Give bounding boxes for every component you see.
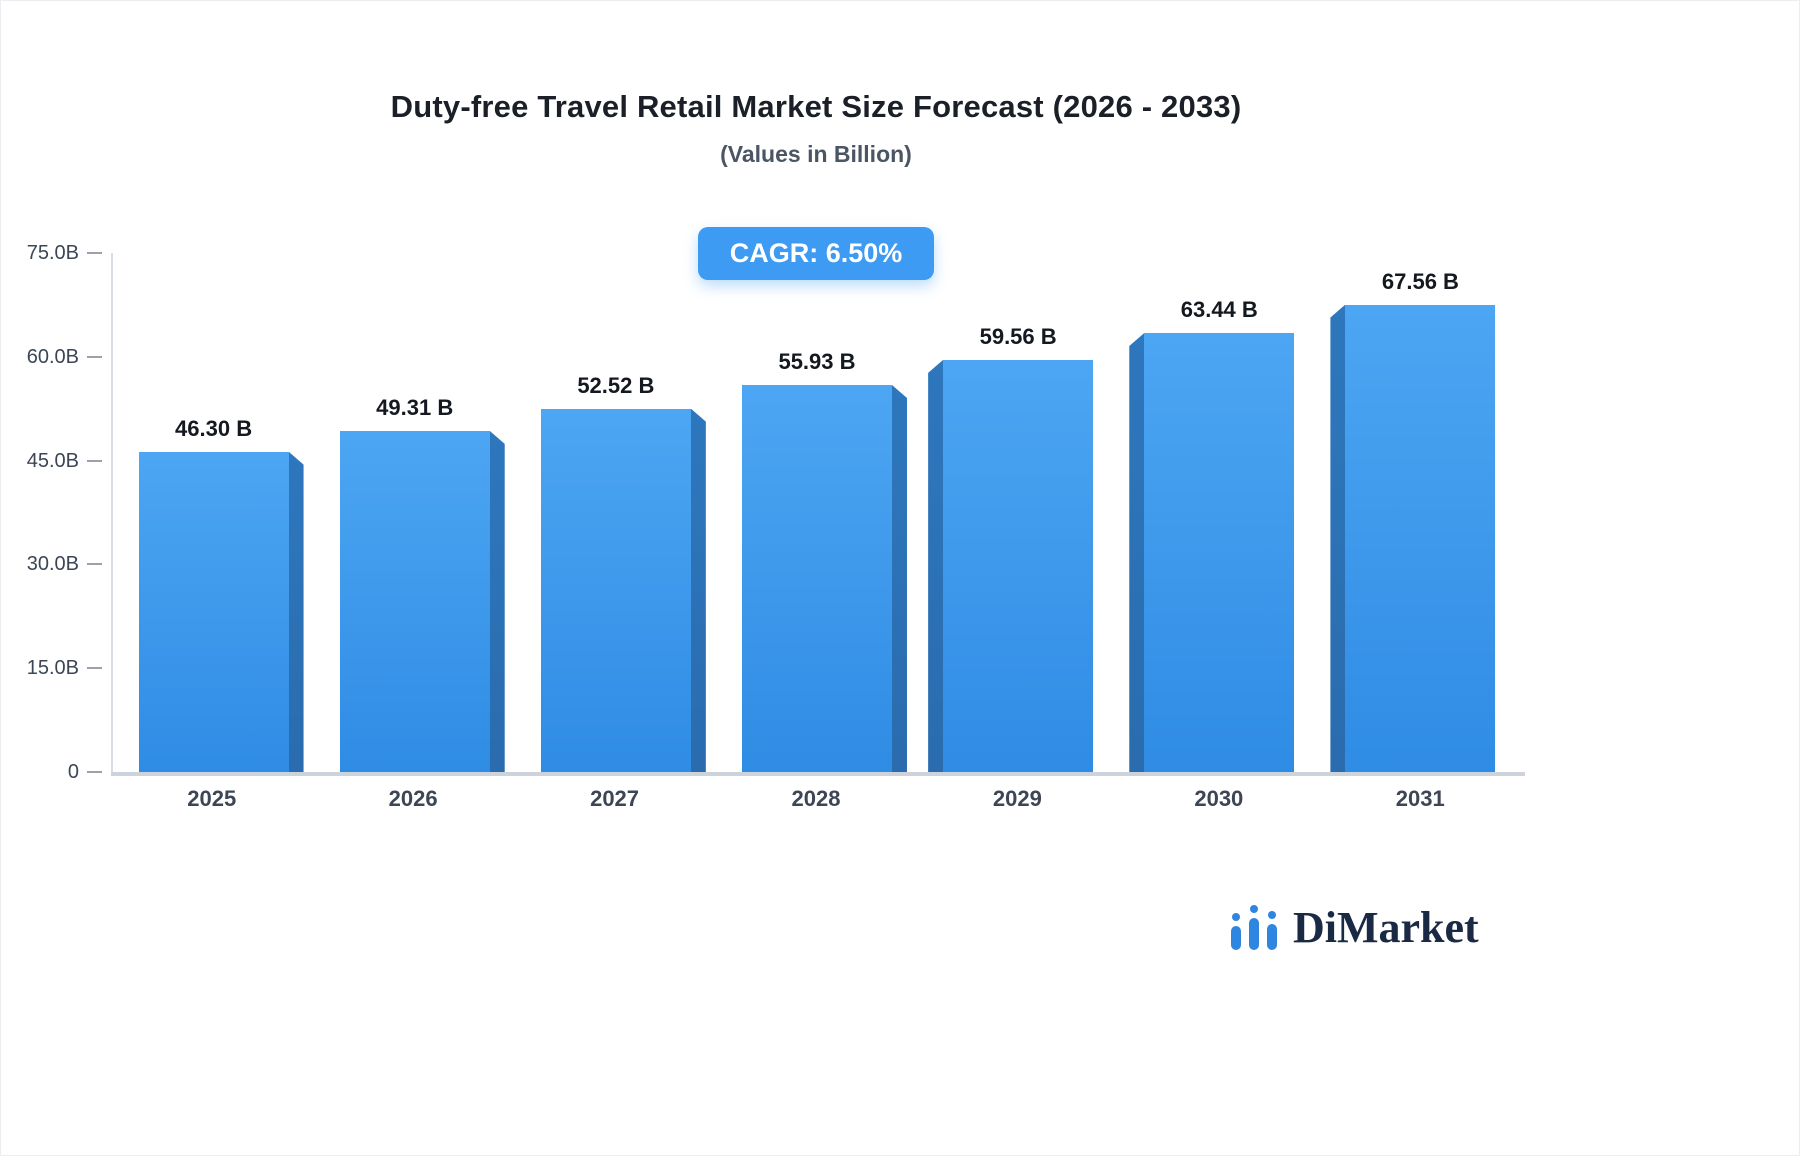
y-tick-label: 75.0B (26, 242, 79, 264)
y-tick-mark (87, 667, 102, 670)
bar-2027 (540, 408, 691, 772)
chart-header: Duty-free Travel Retail Market Size Fore… (1, 89, 1631, 168)
bar-value-label: 49.31 B (376, 394, 454, 420)
x-axis-line (111, 772, 1525, 776)
y-tick-label: 30.0B (26, 553, 79, 576)
y-tick-label: 0 (67, 761, 79, 783)
bar-group: 67.56 B (1320, 268, 1521, 772)
bar-group: 55.93 B (716, 349, 917, 772)
bar-2025 (138, 451, 289, 772)
x-axis-label: 2030 (1194, 786, 1244, 811)
dimarket-logo-text: DiMarket (1293, 903, 1479, 952)
plot-area: 0 15.0B 30.0B 45.0B 60.0B 75.0B 46.30 B 49.31 … (27, 242, 1525, 783)
bar-value-label: 63.44 B (1180, 297, 1258, 322)
bar-value-label: 67.56 B (1381, 268, 1459, 294)
bar-group: 63.44 B (1119, 297, 1320, 772)
bar-value-label: 46.30 B (175, 415, 253, 441)
y-tick-mark (87, 355, 102, 358)
x-axis-label: 2025 (187, 786, 237, 811)
x-axis-labels: 2025 2026 2027 2028 2029 2030 2031 (111, 786, 1521, 812)
bar-2026 (339, 430, 490, 772)
bar-value-label: 52.52 B (577, 372, 655, 398)
x-axis-label: 2027 (590, 786, 640, 811)
y-tick-mark (87, 252, 102, 254)
chart-subtitle: (Values in Billion) (720, 141, 912, 167)
brand-logo: DiMarket (1229, 904, 1479, 950)
bar-group: 59.56 B (918, 324, 1119, 772)
chart-title: Duty-free Travel Retail Market Size Fore… (390, 89, 1242, 124)
y-tick-label: 60.0B (26, 345, 79, 368)
x-axis-label: 2028 (791, 786, 841, 811)
bar-value-label: 55.93 B (778, 349, 856, 374)
y-tick-label: 15.0B (26, 657, 79, 680)
y-tick-mark (87, 459, 102, 462)
bar-2030 (1144, 333, 1295, 772)
bars-container: 46.30 B 49.31 B 52.52 B 55.93 B 59.56 B 63.44… (113, 253, 1521, 772)
cagr-badge-row: CAGR: 6.50% (1, 227, 1631, 280)
cagr-badge: CAGR: 6.50% (697, 227, 935, 280)
bar-2031 (1345, 304, 1496, 772)
x-axis-label: 2031 (1395, 786, 1445, 811)
bar-group: 52.52 B (515, 373, 716, 772)
x-axis-label: 2029 (992, 786, 1042, 811)
bar-group: 46.30 B (113, 416, 314, 772)
y-tick-mark (87, 563, 102, 566)
y-tick-label: 45.0B (26, 449, 79, 472)
bar-2028 (741, 385, 892, 772)
bar-value-label: 59.56 B (979, 323, 1057, 349)
x-axis-label: 2026 (388, 786, 438, 811)
bar-group: 49.31 B (314, 395, 515, 772)
dimarket-logo-icon (1231, 905, 1277, 950)
y-tick-mark (87, 771, 102, 773)
bar-2029 (943, 359, 1094, 772)
